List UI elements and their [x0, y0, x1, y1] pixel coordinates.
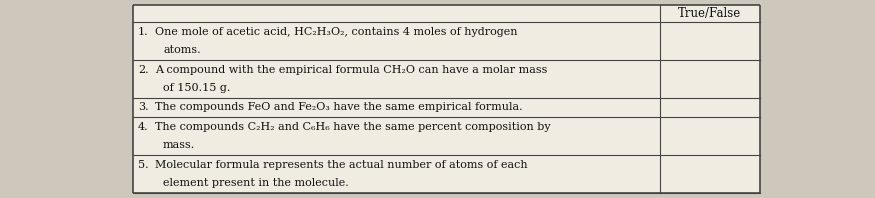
Text: 1.: 1. [138, 27, 149, 37]
Text: mass.: mass. [163, 140, 195, 150]
Text: 5.: 5. [138, 160, 149, 170]
Text: 3.: 3. [138, 103, 149, 112]
Text: 2.: 2. [138, 65, 149, 75]
Text: One mole of acetic acid, HC₂H₃O₂, contains 4 moles of hydrogen: One mole of acetic acid, HC₂H₃O₂, contai… [155, 27, 517, 37]
Text: atoms.: atoms. [163, 45, 200, 55]
Text: The compounds C₂H₂ and C₆H₆ have the same percent composition by: The compounds C₂H₂ and C₆H₆ have the sam… [155, 122, 550, 132]
Text: 4.: 4. [138, 122, 149, 132]
Text: of 150.15 g.: of 150.15 g. [163, 83, 230, 93]
Bar [133, 5, 760, 193]
Text: The compounds FeO and Fe₂O₃ have the same empirical formula.: The compounds FeO and Fe₂O₃ have the sam… [155, 103, 522, 112]
Text: Molecular formula represents the actual number of atoms of each: Molecular formula represents the actual … [155, 160, 528, 170]
Text: element present in the molecule.: element present in the molecule. [163, 178, 349, 188]
Text: True/False: True/False [678, 7, 742, 20]
Text: A compound with the empirical formula CH₂O can have a molar mass: A compound with the empirical formula CH… [155, 65, 548, 75]
